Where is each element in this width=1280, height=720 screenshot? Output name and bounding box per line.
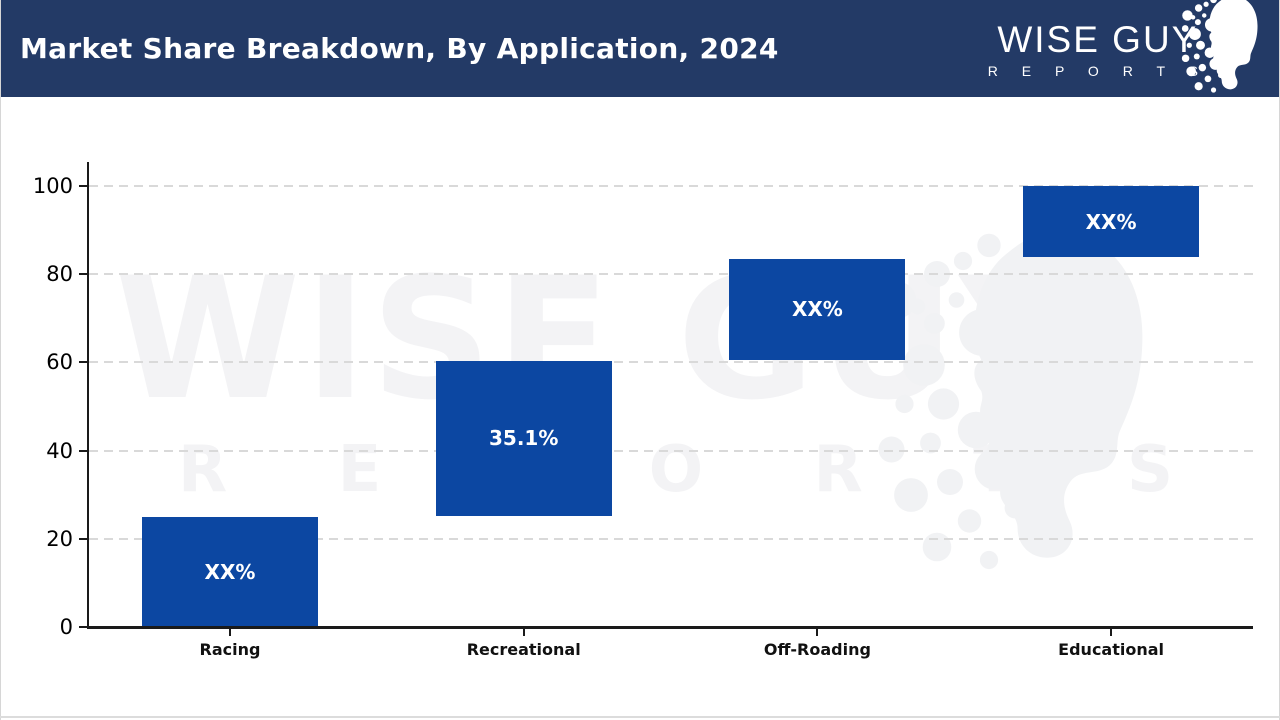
ytick-mark-20 bbox=[79, 537, 87, 540]
category-label-off-roading: Off-Roading bbox=[763, 640, 871, 659]
category-label-recreational: Recreational bbox=[466, 640, 581, 659]
bar-value-label: XX% bbox=[204, 560, 256, 585]
frame-left-border bbox=[0, 0, 1, 720]
xtick-mark-1 bbox=[522, 628, 525, 636]
x-axis bbox=[87, 626, 1253, 629]
frame-bottom-border bbox=[0, 716, 1280, 718]
gridline-y60 bbox=[89, 361, 1253, 364]
xtick-mark-0 bbox=[229, 628, 231, 636]
header-bar: Market Share Breakdown, By Application, … bbox=[0, 0, 1280, 97]
logo-subtitle: R E P O R T S bbox=[987, 62, 1208, 79]
logo-text: WISE GUY R E P O R T S bbox=[988, 19, 1208, 79]
xtick-mark-2 bbox=[816, 628, 819, 636]
ytick-label-100: 100 bbox=[32, 174, 73, 198]
xtick-mark-3 bbox=[1110, 628, 1113, 636]
ytick-mark-40 bbox=[79, 449, 87, 452]
bar-value-label: 35.1% bbox=[488, 426, 559, 451]
y-axis bbox=[87, 162, 89, 629]
bar-off-roading: XX% bbox=[729, 258, 906, 361]
bar-racing: XX% bbox=[142, 517, 318, 627]
ytick-label-80: 80 bbox=[46, 262, 73, 287]
ytick-mark-80 bbox=[79, 273, 87, 276]
bar-value-label: XX% bbox=[791, 297, 843, 322]
gridline-y20 bbox=[89, 537, 1253, 540]
gridline-y80 bbox=[89, 273, 1253, 276]
logo-wordmark: WISE GUY bbox=[997, 18, 1199, 60]
category-label-racing: Racing bbox=[199, 640, 261, 659]
gridline-y40 bbox=[89, 449, 1253, 452]
ytick-label-20: 20 bbox=[46, 526, 73, 551]
ytick-label-40: 40 bbox=[46, 438, 73, 463]
category-label-educational: Educational bbox=[1058, 640, 1165, 659]
gridline-y100 bbox=[89, 185, 1253, 187]
bar-recreational: 35.1% bbox=[435, 361, 612, 516]
ytick-mark-60 bbox=[79, 361, 87, 364]
ytick-label-60: 60 bbox=[46, 350, 73, 375]
bar-educational: XX% bbox=[1023, 186, 1200, 258]
page-title: Market Share Breakdown, By Application, … bbox=[20, 32, 779, 65]
wise-guy-reports-logo: WISE GUY R E P O R T S bbox=[988, 0, 1262, 97]
ytick-mark-0 bbox=[79, 626, 87, 628]
ytick-label-0: 0 bbox=[59, 615, 73, 639]
bar-value-label: XX% bbox=[1085, 209, 1137, 234]
ytick-mark-100 bbox=[79, 185, 87, 187]
